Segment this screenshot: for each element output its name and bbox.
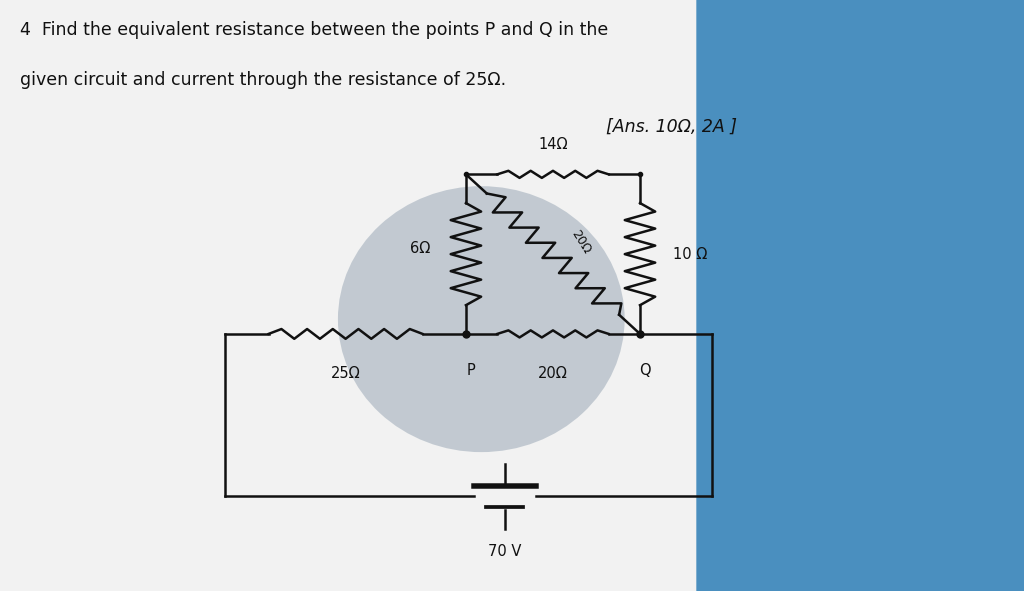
Bar (0, 0, 748, 591)
Text: [Ans. 10Ω, 2A ]: [Ans. 10Ω, 2A ] (606, 118, 737, 136)
Text: 6Ω: 6Ω (410, 241, 430, 256)
Text: 10 Ω: 10 Ω (673, 246, 707, 262)
Ellipse shape (338, 186, 625, 452)
Text: given circuit and current through the resistance of 25Ω.: given circuit and current through the re… (20, 71, 507, 89)
FancyBboxPatch shape (696, 0, 1024, 591)
Text: 25Ω: 25Ω (331, 366, 360, 381)
Text: 20Ω: 20Ω (568, 228, 593, 256)
Text: 4  Find the equivalent resistance between the points P and Q in the: 4 Find the equivalent resistance between… (20, 21, 608, 38)
Text: 14Ω: 14Ω (539, 137, 567, 152)
Text: 20Ω: 20Ω (538, 366, 568, 381)
Text: P: P (467, 363, 475, 378)
Text: Q: Q (639, 363, 651, 378)
Text: 70 V: 70 V (488, 544, 521, 558)
